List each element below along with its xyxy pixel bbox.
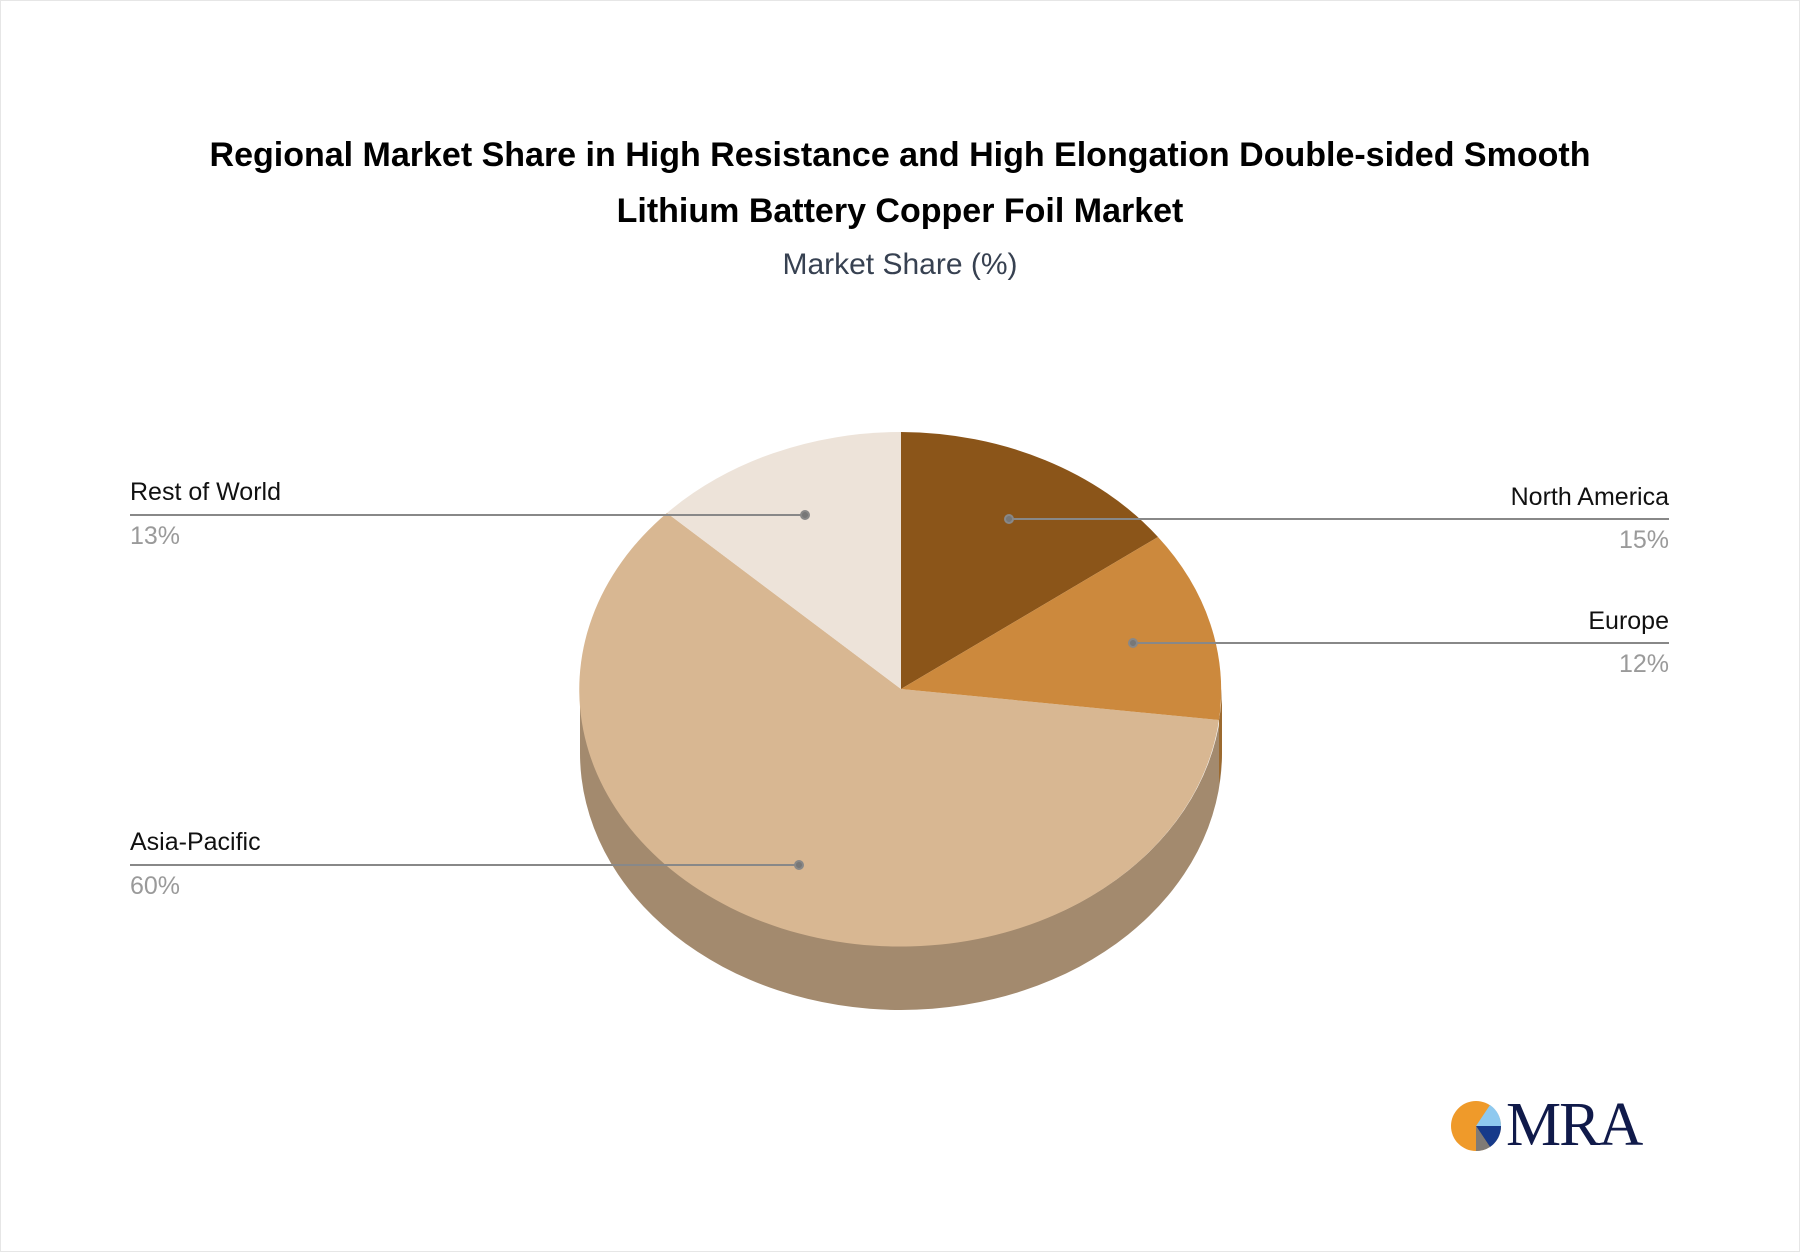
label-europe: Europe	[1588, 607, 1669, 635]
pct-north-america: 15%	[1618, 526, 1669, 554]
pct-europe: 12%	[1618, 650, 1669, 678]
label-north-america: North America	[1510, 483, 1669, 511]
mra-logo: MRA	[1450, 1091, 1643, 1159]
pct-asia-pacific: 60%	[130, 872, 181, 900]
slice-north-america[interactable]	[901, 432, 1158, 689]
pie-side	[580, 689, 1222, 1010]
logo-pie-icon	[1451, 1101, 1502, 1152]
label-rest-of-world: Rest of World	[130, 478, 281, 506]
label-asia-pacific: Asia-Pacific	[130, 828, 261, 856]
chart-title-line1: Regional Market Share in High Resistance…	[209, 136, 1591, 174]
slice-europe[interactable]	[901, 537, 1222, 720]
slice-asia-pacific[interactable]	[579, 513, 1219, 947]
logo-text: MRA	[1506, 1091, 1643, 1159]
pie-side-europe	[1219, 689, 1222, 784]
pct-rest-of-world: 13%	[130, 522, 181, 550]
chart-title-line2: Lithium Battery Copper Foil Market	[616, 192, 1184, 230]
chart-subtitle: Market Share (%)	[782, 248, 1018, 281]
slice-rest-of-world[interactable]	[667, 432, 901, 689]
